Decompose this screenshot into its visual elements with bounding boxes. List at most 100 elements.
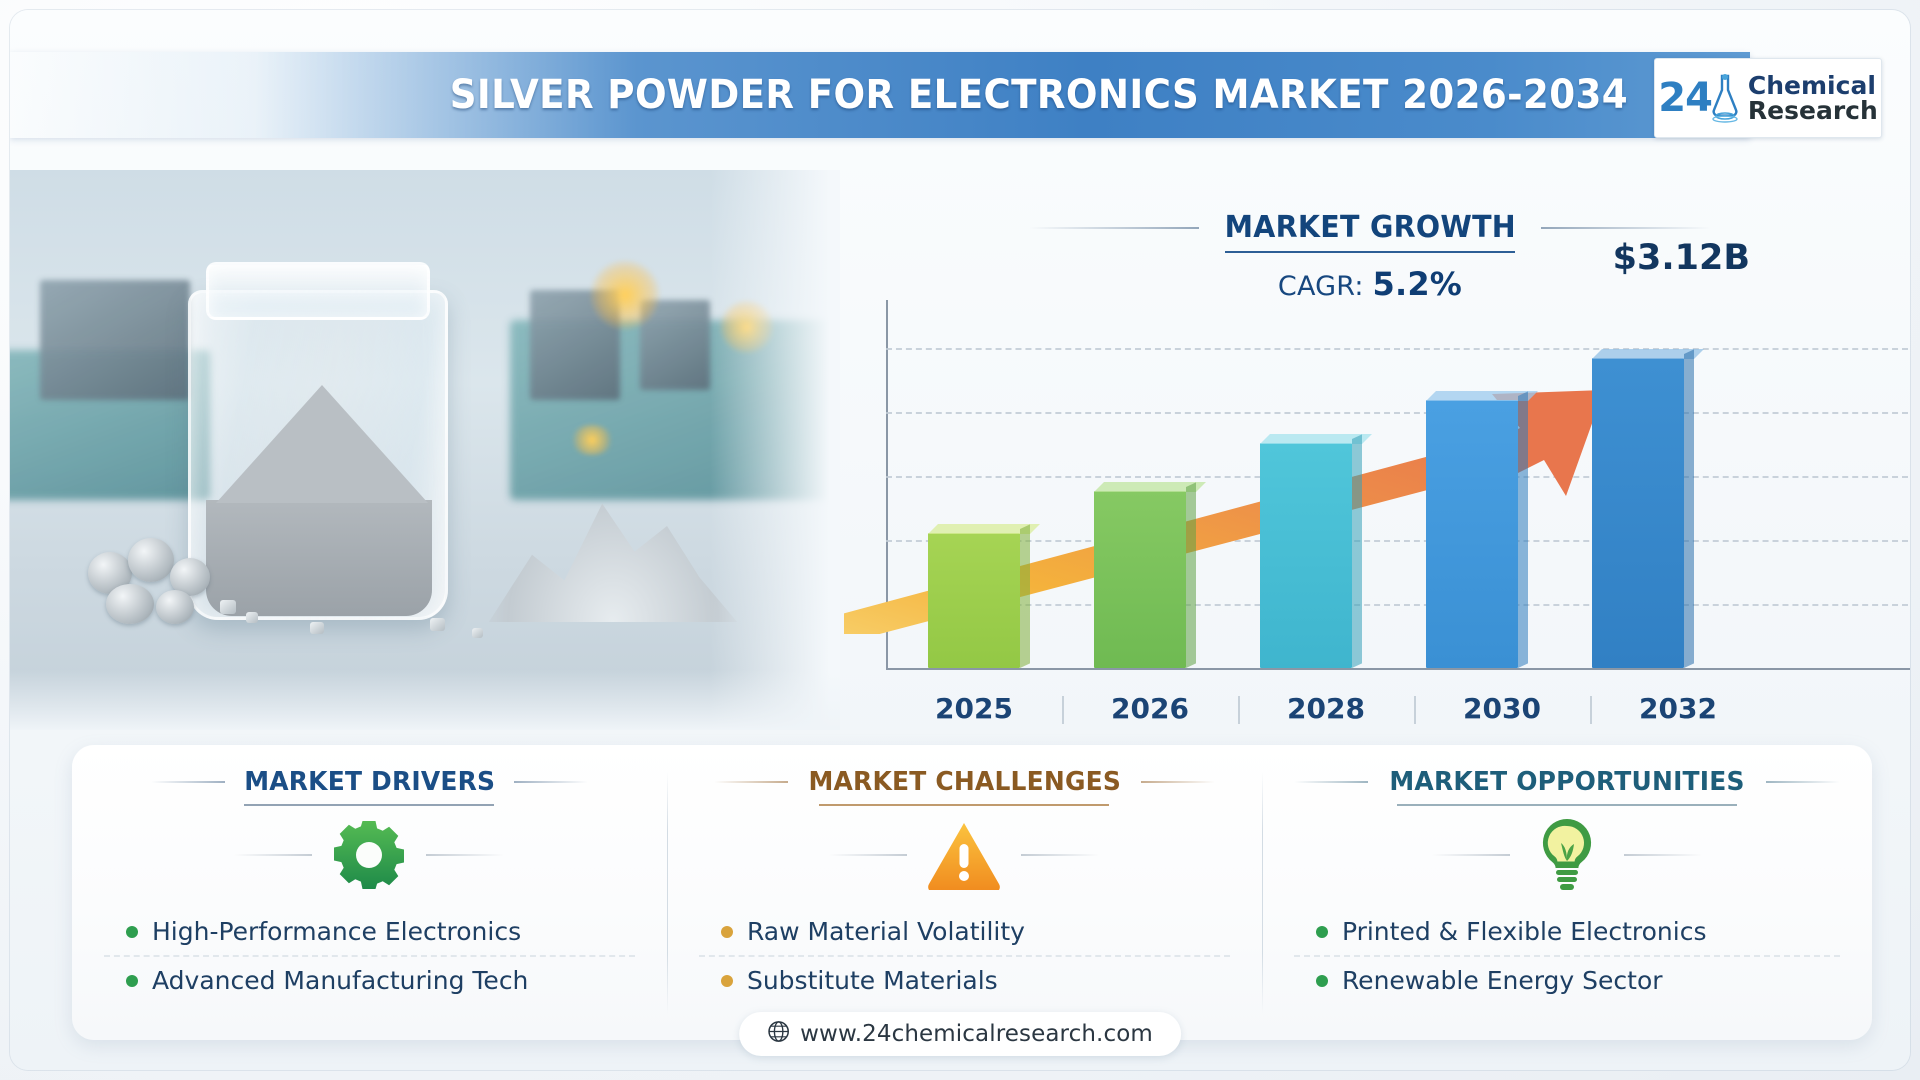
- x-label-0: 2025: [886, 692, 1064, 725]
- hero-bottom-fade: [10, 670, 840, 730]
- silver-powder-body: [206, 500, 432, 616]
- icon-rule-left: [829, 854, 908, 856]
- card-underline: [1396, 804, 1737, 806]
- icon-rule-right: [426, 854, 505, 856]
- silver-pellet: [156, 590, 194, 624]
- bullet-dot: [1315, 974, 1328, 987]
- bar-side-face: [1518, 391, 1528, 668]
- cagr-line: CAGR: 5.2%: [1278, 265, 1462, 303]
- y-axis: [886, 300, 888, 670]
- bar-side-face: [1186, 482, 1196, 668]
- bar-side-face: [1684, 349, 1694, 668]
- list-item-label: Renewable Energy Sector: [1341, 966, 1663, 995]
- gridline: [886, 540, 1908, 542]
- card-title-challenges: MARKET CHALLENGES: [808, 767, 1121, 797]
- hero-right-fade: [710, 170, 840, 730]
- chart-title: MARKET GROWTH: [1224, 210, 1516, 245]
- card-title-opportunities: MARKET OPPORTUNITIES: [1389, 767, 1745, 797]
- logo-number: 24: [1658, 75, 1713, 121]
- logo-word-chemical: Chemical: [1747, 70, 1876, 100]
- bar-2030: [1426, 391, 1538, 668]
- bar-side-face: [1020, 524, 1030, 668]
- card-rule-left: [1293, 781, 1368, 783]
- gridline: [886, 476, 1908, 478]
- card-market-drivers: MARKET DRIVERS: [72, 745, 667, 1040]
- card-underline: [244, 804, 495, 806]
- list-item: Printed & Flexible Electronics: [1294, 908, 1840, 955]
- silver-crumb: [246, 612, 258, 623]
- chart-title-underline: [1225, 251, 1515, 253]
- chart-title-rule-right: [1541, 226, 1712, 229]
- bullet-dot: [1315, 925, 1328, 938]
- bar-side-face: [1352, 434, 1362, 668]
- opportunities-list: Printed & Flexible Electronics Renewable…: [1293, 908, 1840, 1004]
- bar-2032: [1592, 349, 1704, 668]
- challenges-list: Raw Material Volatility Substitute Mater…: [698, 908, 1230, 1004]
- icon-rule-right: [1021, 854, 1100, 856]
- market-growth-chart: MARKET GROWTH CAGR: 5.2% $3.12B: [840, 180, 1910, 725]
- silver-pellet: [170, 558, 210, 596]
- card-market-challenges: MARKET CHALLENGES: [666, 745, 1262, 1040]
- jar-neck: [206, 262, 430, 320]
- chart-plot-area: [844, 300, 1910, 670]
- silver-powder-cone: [216, 385, 428, 503]
- list-item-label: High-Performance Electronics: [152, 917, 522, 946]
- card-rule-right: [514, 781, 589, 783]
- silver-pellet: [106, 584, 154, 624]
- infographic-frame: SILVER POWDER FOR ELECTRONICS MARKET 202…: [10, 10, 1910, 1070]
- x-axis-labels: 2025 2026 2028 2030 2032: [886, 692, 1766, 725]
- list-item: Advanced Manufacturing Tech: [104, 955, 635, 1004]
- list-item: Renewable Energy Sector: [1293, 955, 1840, 1004]
- bullet-dot: [720, 925, 733, 938]
- silver-pellet: [128, 538, 174, 582]
- list-item: Substitute Materials: [698, 955, 1230, 1004]
- list-item-label: Advanced Manufacturing Tech: [152, 966, 529, 995]
- card-underline: [819, 804, 1110, 806]
- footer-url-pill[interactable]: www.24chemicalresearch.com: [739, 1012, 1181, 1056]
- list-item-label: Printed & Flexible Electronics: [1341, 917, 1707, 946]
- card-rule-left: [150, 781, 225, 783]
- gridline: [886, 348, 1908, 350]
- warning-triangle-icon: [925, 816, 1003, 894]
- page-title: SILVER POWDER FOR ELECTRONICS MARKET 202…: [449, 72, 1628, 118]
- icon-rule-right: [1623, 854, 1702, 856]
- brand-logo[interactable]: 24 Chemical Research: [1654, 58, 1882, 138]
- bar-2026: [1094, 482, 1206, 668]
- list-item-label: Raw Material Volatility: [746, 917, 1025, 946]
- peak-value-label: $3.12B: [1612, 238, 1750, 278]
- card-rule-right: [1141, 781, 1216, 783]
- list-item: Raw Material Volatility: [699, 908, 1230, 955]
- silver-crumb: [430, 618, 445, 631]
- list-item: High-Performance Electronics: [104, 908, 635, 955]
- bar-2025: [928, 524, 1040, 668]
- drivers-list: High-Performance Electronics Advanced Ma…: [104, 908, 635, 1004]
- bullet-dot: [720, 974, 733, 987]
- gear-icon: [330, 816, 408, 894]
- cagr-value: 5.2%: [1372, 265, 1463, 303]
- x-label-4: 2032: [1639, 692, 1717, 725]
- lightbulb-leaf-icon: [1528, 816, 1606, 894]
- bullet-dot: [126, 974, 138, 987]
- insight-cards: MARKET DRIVERS: [72, 745, 1872, 1040]
- silver-crumb: [220, 600, 236, 614]
- silver-crumb: [472, 628, 483, 638]
- chart-header: MARKET GROWTH CAGR: 5.2%: [840, 210, 1900, 303]
- bullet-dot: [126, 925, 138, 938]
- footer-url-text: www.24chemicalresearch.com: [800, 1021, 1153, 1047]
- globe-icon: [767, 1020, 790, 1048]
- flask-icon: [1710, 72, 1740, 124]
- card-market-opportunities: MARKET OPPORTUNITIES: [1261, 745, 1872, 1040]
- gridline: [886, 604, 1908, 606]
- bar-2028: [1260, 434, 1372, 668]
- icon-rule-left: [234, 854, 313, 856]
- header-band: SILVER POWDER FOR ELECTRONICS MARKET 202…: [10, 52, 1750, 138]
- x-axis: [886, 668, 1910, 670]
- list-item-label: Substitute Materials: [746, 966, 998, 995]
- card-title-drivers: MARKET DRIVERS: [243, 767, 495, 797]
- silver-crumb: [310, 622, 324, 634]
- card-rule-right: [1766, 781, 1840, 783]
- logo-word-research: Research: [1747, 96, 1878, 125]
- chart-title-rule-left: [1028, 226, 1199, 229]
- gridline: [886, 412, 1908, 414]
